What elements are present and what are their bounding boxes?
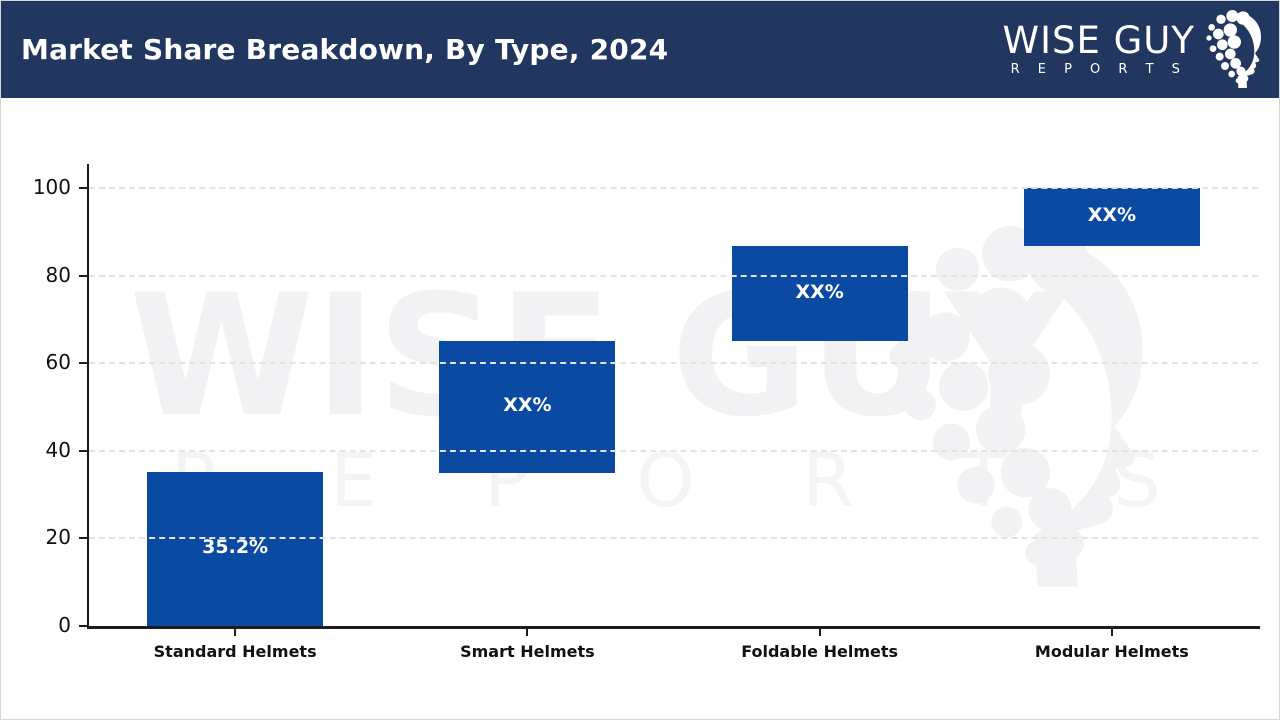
y-tick-40 (79, 449, 88, 452)
y-axis-line (87, 164, 89, 628)
bar-value-label-foldable-helmets: XX% (795, 280, 844, 303)
y-tick-label-80: 80 (45, 262, 71, 287)
bar-value-label-modular-helmets: XX% (1087, 203, 1137, 226)
bar-value-label-smart-helmets: XX% (503, 394, 552, 416)
gridline-80 (89, 274, 1258, 277)
y-tick-60 (79, 362, 88, 365)
gridline-20 (89, 537, 1258, 540)
chart-title: Market Share Breakdown, By Type, 2024 (21, 33, 669, 66)
x-tick-standard-helmets (234, 628, 237, 636)
logo-name: WISE GUY (1002, 19, 1195, 62)
y-tick-label-0: 0 (58, 613, 71, 637)
x-tick-modular-helmets (1110, 628, 1113, 636)
gridline-40 (89, 449, 1258, 452)
wise-guy-head-icon (1206, 9, 1261, 88)
bar-standard-helmets (147, 471, 324, 626)
bar-value-label-standard-helmets: 35.2% (202, 535, 269, 558)
header-bar: Market Share Breakdown, By Type, 2024 WI… (1, 1, 1279, 98)
x-category-label-modular-helmets: Modular Helmets (1034, 642, 1189, 661)
gridline-100 (89, 187, 1258, 189)
x-category-label-standard-helmets: Standard Helmets (153, 642, 317, 661)
wise-guy-logo: WISE GUY R E P O R T S (1003, 9, 1265, 90)
market-share-chart: WISE GUY R E P O R T S 35.2% XX% XX% XX% 0 20… (1, 98, 1279, 719)
y-tick-20 (79, 537, 88, 540)
x-axis-line (87, 626, 1260, 629)
bar-foldable-helmets (731, 245, 908, 342)
x-tick-smart-helmets (526, 628, 529, 636)
y-tick-label-20: 20 (45, 525, 71, 550)
x-category-label-smart-helmets: Smart Helmets (460, 642, 595, 661)
y-tick-100 (79, 187, 88, 189)
y-tick-80 (79, 274, 88, 277)
gridline-60 (89, 362, 1258, 365)
x-category-label-foldable-helmets: Foldable Helmets (741, 642, 899, 661)
y-tick-label-40: 40 (45, 437, 71, 462)
watermark-head-icon (889, 226, 1143, 587)
logo-tagline: R E P O R T S (1010, 62, 1187, 77)
y-tick-label-100: 100 (32, 175, 71, 199)
y-tick-label-60: 60 (45, 350, 71, 375)
x-tick-foldable-helmets (818, 628, 821, 636)
y-tick-0 (79, 625, 88, 627)
logo-text: WISE GUY R E P O R T S (1003, 22, 1195, 77)
